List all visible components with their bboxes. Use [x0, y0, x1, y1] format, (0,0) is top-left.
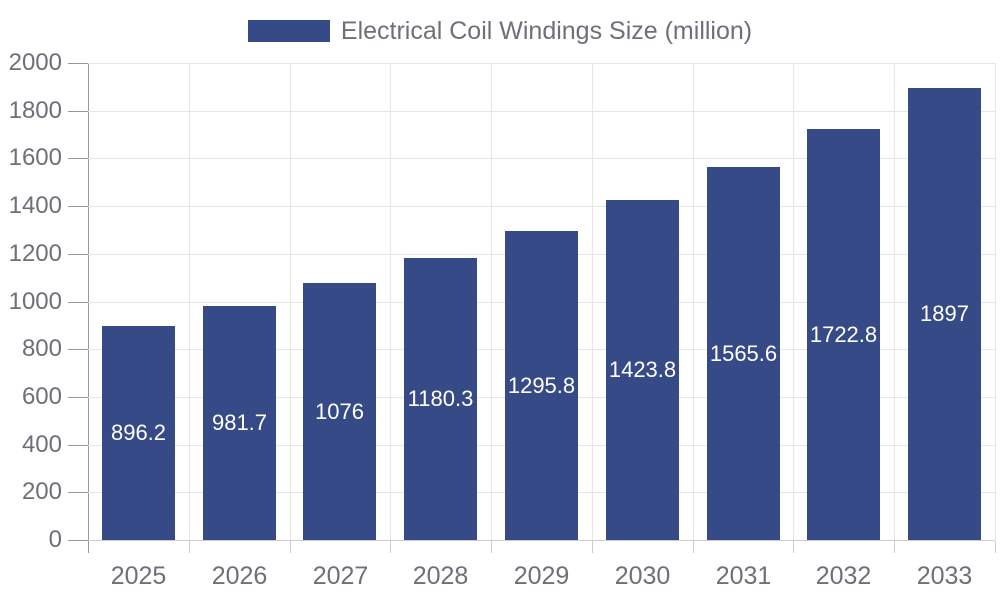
- y-axis-label: 200: [21, 478, 62, 505]
- v-gridline: [693, 63, 694, 540]
- y-axis-label: 1200: [8, 240, 62, 267]
- y-axis-tick: [68, 349, 88, 350]
- legend-item[interactable]: Electrical Coil Windings Size (million): [0, 17, 1000, 45]
- bar-value-label: 981.7: [211, 410, 268, 435]
- y-axis-tick: [68, 445, 88, 446]
- bar-value-label: 1897: [920, 301, 969, 326]
- y-axis-tick: [68, 254, 88, 255]
- y-axis-tick: [68, 540, 88, 541]
- y-axis-label: 0: [48, 526, 62, 553]
- x-axis-tick: [995, 541, 996, 553]
- y-axis-label: 800: [21, 335, 62, 362]
- y-axis-tick: [68, 206, 88, 207]
- y-axis-label: 2000: [8, 49, 62, 76]
- y-axis-label: 1600: [8, 144, 62, 171]
- h-gridline: [88, 206, 995, 207]
- bar-value-label: 1295.8: [507, 373, 576, 398]
- legend-label: Electrical Coil Windings Size (million): [340, 17, 753, 45]
- y-axis-label: 1800: [8, 97, 62, 124]
- y-axis-tick: [68, 302, 88, 303]
- x-axis-tick: [491, 541, 492, 553]
- bar: 1180.3: [404, 258, 477, 540]
- h-gridline: [88, 111, 995, 112]
- v-gridline: [290, 63, 291, 540]
- x-axis-tick: [189, 541, 190, 553]
- y-axis-line: [88, 63, 89, 553]
- v-gridline: [390, 63, 391, 540]
- x-axis-label: 2033: [916, 562, 973, 590]
- y-axis-label: 1000: [8, 288, 62, 315]
- y-axis-label: 400: [21, 431, 62, 458]
- x-axis-label: 2028: [412, 562, 469, 590]
- bar-value-label: 1180.3: [407, 386, 474, 411]
- y-axis-tick: [68, 397, 88, 398]
- v-gridline: [793, 63, 794, 540]
- x-axis-tick: [793, 541, 794, 553]
- x-axis-tick: [894, 541, 895, 553]
- bar-value-label: 1722.8: [809, 322, 878, 347]
- x-axis-tick: [390, 541, 391, 553]
- x-axis-label: 2029: [513, 562, 570, 590]
- v-gridline: [995, 63, 996, 540]
- v-gridline: [592, 63, 593, 540]
- bar-value-label: 1076: [315, 399, 364, 424]
- legend-swatch: [247, 20, 330, 42]
- v-gridline: [189, 63, 190, 540]
- y-axis-tick: [68, 158, 88, 159]
- bar: 1295.8: [505, 231, 578, 540]
- x-axis-label: 2032: [815, 562, 872, 590]
- bar: 1423.8: [606, 200, 679, 540]
- bar-value-label: 1423.8: [608, 357, 677, 382]
- bar-value-label: 1565.6: [709, 341, 778, 366]
- x-axis-label: 2025: [110, 562, 167, 590]
- bar: 981.7: [203, 306, 276, 540]
- x-axis-tick: [290, 541, 291, 553]
- x-axis-line: [88, 540, 995, 541]
- x-axis-tick: [592, 541, 593, 553]
- y-axis-tick: [68, 492, 88, 493]
- x-axis-label: 2027: [312, 562, 369, 590]
- h-gridline: [88, 63, 995, 64]
- x-axis-tick: [693, 541, 694, 553]
- bar: 1076: [303, 283, 376, 540]
- bar: 1897: [908, 88, 981, 540]
- x-axis-label: 2031: [715, 562, 772, 590]
- h-gridline: [88, 158, 995, 159]
- bar: 896.2: [102, 326, 175, 540]
- v-gridline: [894, 63, 895, 540]
- bar-value-label: 896.2: [110, 420, 167, 445]
- y-axis-label: 1400: [8, 192, 62, 219]
- x-axis-label: 2026: [211, 562, 268, 590]
- y-axis-tick: [68, 63, 88, 64]
- bar: 1565.6: [707, 167, 780, 540]
- y-axis-tick: [68, 111, 88, 112]
- v-gridline: [491, 63, 492, 540]
- x-axis-label: 2030: [614, 562, 671, 590]
- bar: 1722.8: [807, 129, 880, 540]
- y-axis-label: 600: [21, 383, 62, 410]
